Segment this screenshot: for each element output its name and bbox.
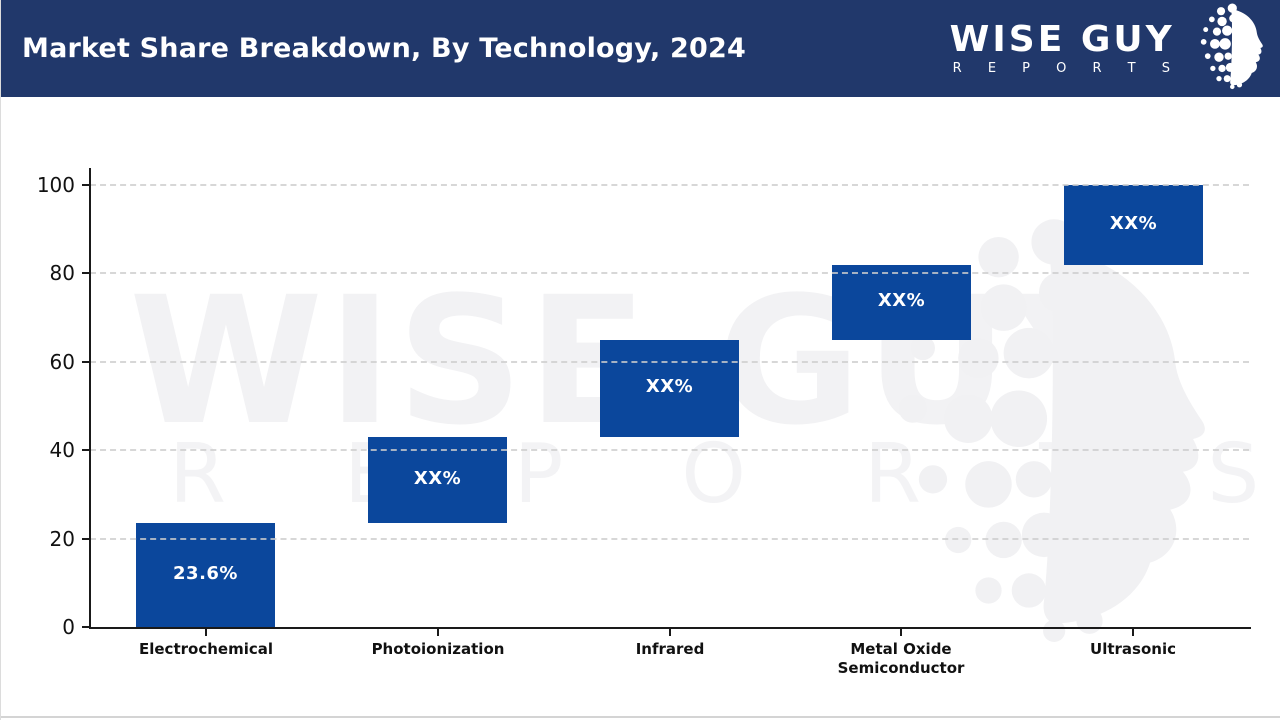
bar (600, 339, 739, 437)
y-tick-label: 20 (49, 526, 75, 551)
gridline (90, 360, 1249, 363)
x-axis-tick (205, 629, 207, 636)
x-tick-label: Metal Oxide Semiconductor (837, 640, 965, 677)
bar (136, 522, 275, 627)
y-axis-line (89, 168, 91, 629)
y-axis-tick (82, 183, 90, 186)
x-tick-label: Ultrasonic (1090, 640, 1176, 658)
y-tick-label: 0 (62, 615, 75, 639)
x-axis-tick (1132, 629, 1134, 636)
bar-value-label: XX% (877, 290, 926, 311)
page-title: Market Share Breakdown, By Technology, 2… (22, 33, 747, 64)
x-axis-line (89, 627, 1251, 629)
y-axis-tick (82, 626, 90, 628)
bar-chart: 0 20 40 60 80 100 23.6% Electrochemical XX% Photo… (1, 97, 1280, 720)
x-tick-label: Infrared (635, 640, 705, 658)
x-axis-tick (669, 629, 671, 636)
brand-logo: WISE GUY R E P O R T S (950, 3, 1280, 95)
bar-value-label: XX% (413, 468, 462, 489)
wise-guy-face-icon (1200, 3, 1263, 89)
chart-canvas: WISE GUY R E P O R T S 0 20 40 60 80 100 23.6%… (1, 97, 1280, 720)
bar (368, 436, 507, 523)
gridline (90, 449, 1249, 452)
x-tick-label: Photoionization (371, 640, 505, 658)
y-tick-label: 100 (36, 172, 75, 197)
gridline (90, 272, 1249, 275)
x-tick-label: Electrochemical (139, 640, 273, 658)
x-axis-tick (437, 629, 439, 636)
y-axis-tick (82, 537, 90, 540)
y-axis-tick (82, 272, 90, 275)
gridline (90, 183, 1249, 186)
bar-value-label: XX% (645, 376, 694, 397)
brand-subtitle: R E P O R T S (952, 60, 1181, 76)
y-tick-label: 40 (49, 438, 75, 463)
y-tick-label: 80 (49, 261, 75, 286)
y-tick-label: 60 (49, 349, 75, 374)
y-axis-tick (82, 449, 90, 452)
brand-name: WISE GUY (949, 19, 1175, 61)
bar-value-label: 23.6% (173, 563, 238, 584)
header-banner: Market Share Breakdown, By Technology, 2… (1, 0, 1280, 97)
brand-logo-text: WISE GUY R E P O R T S (950, 21, 1181, 76)
x-axis-tick (900, 629, 902, 636)
bar-value-label: XX% (1109, 213, 1158, 234)
gridline (90, 537, 1249, 540)
y-axis-tick (82, 360, 90, 363)
